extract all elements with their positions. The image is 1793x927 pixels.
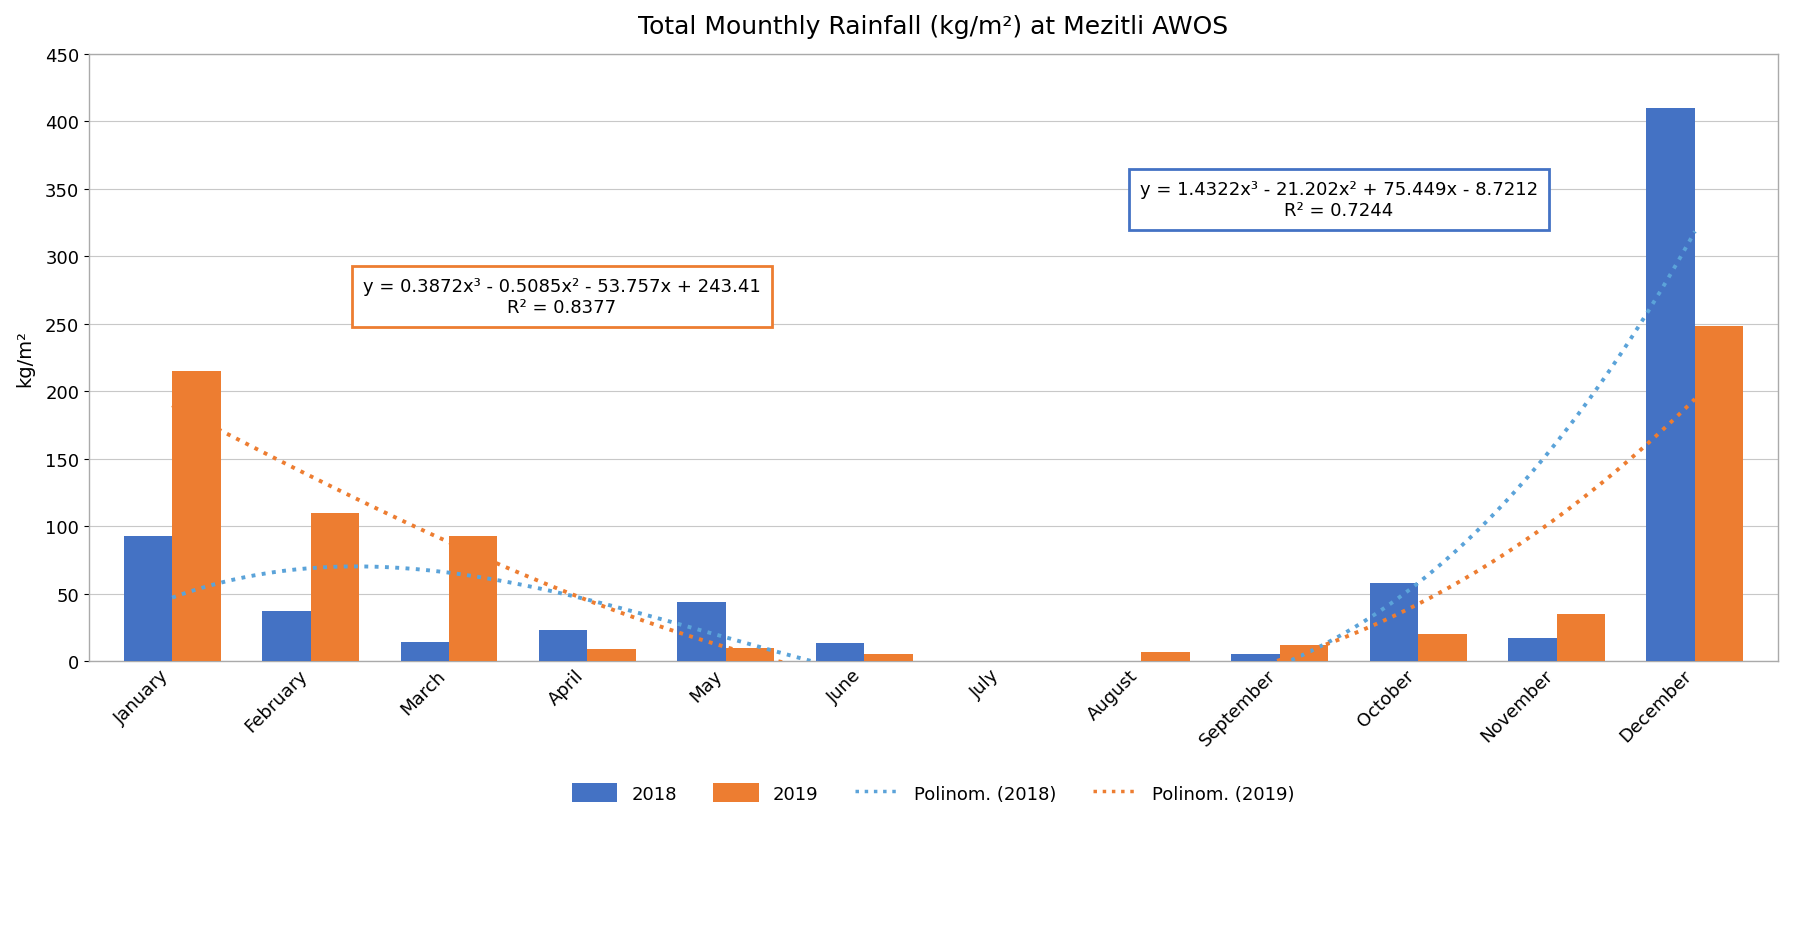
Text: y = 0.3872x³ - 0.5085x² - 53.757x + 243.41
R² = 0.8377: y = 0.3872x³ - 0.5085x² - 53.757x + 243.… xyxy=(364,278,760,317)
Bar xyxy=(1418,634,1467,661)
Line: Polinom. (2018): Polinom. (2018) xyxy=(172,232,1694,704)
Bar xyxy=(1232,654,1280,661)
Bar xyxy=(124,536,172,661)
Bar xyxy=(1140,652,1189,661)
Line: Polinom. (2019): Polinom. (2019) xyxy=(172,400,1694,695)
Bar xyxy=(1694,327,1743,661)
Polinom. (2019) xyxy=(167,403,188,414)
Polinom. (2019) xyxy=(1072,689,1094,700)
Bar xyxy=(540,630,588,661)
Bar xyxy=(588,649,637,661)
Polinom. (2018) xyxy=(1063,698,1085,709)
Polinom. (2018) xyxy=(1072,698,1094,709)
Y-axis label: kg/m²: kg/m² xyxy=(14,330,34,387)
Polinom. (2018) xyxy=(161,592,183,603)
Polinom. (2018) xyxy=(1099,697,1121,708)
Polinom. (2019) xyxy=(1069,689,1090,700)
Polinom. (2019) xyxy=(161,400,183,412)
Bar xyxy=(400,642,448,661)
Polinom. (2019) xyxy=(1684,394,1705,405)
Polinom. (2018) xyxy=(1069,698,1090,709)
Legend: 2018, 2019, Polinom. (2018), Polinom. (2019): 2018, 2019, Polinom. (2018), Polinom. (2… xyxy=(565,776,1302,810)
Bar xyxy=(726,648,775,661)
Bar xyxy=(310,513,359,661)
Bar xyxy=(1280,645,1329,661)
Bar xyxy=(262,612,310,661)
Bar xyxy=(172,372,221,661)
Polinom. (2018) xyxy=(167,590,188,602)
Polinom. (2018) xyxy=(1684,226,1705,237)
Title: Total Mounthly Rainfall (kg/m²) at Mezitli AWOS: Total Mounthly Rainfall (kg/m²) at Mezit… xyxy=(638,15,1228,39)
Bar xyxy=(1646,108,1694,661)
Polinom. (2018) xyxy=(1451,541,1472,552)
Bar xyxy=(448,536,497,661)
Bar xyxy=(1370,583,1418,661)
Polinom. (2018) xyxy=(1547,437,1569,448)
Polinom. (2019) xyxy=(1099,687,1121,698)
Bar xyxy=(864,654,913,661)
Polinom. (2019) xyxy=(1547,513,1569,524)
Polinom. (2019) xyxy=(1027,690,1049,701)
Polinom. (2019) xyxy=(1451,576,1472,587)
Bar xyxy=(816,643,864,661)
Bar xyxy=(678,602,726,661)
Bar xyxy=(1508,639,1556,661)
Text: y = 1.4322x³ - 21.202x² + 75.449x - 8.7212
R² = 0.7244: y = 1.4322x³ - 21.202x² + 75.449x - 8.72… xyxy=(1140,181,1538,220)
Bar xyxy=(1556,614,1605,661)
